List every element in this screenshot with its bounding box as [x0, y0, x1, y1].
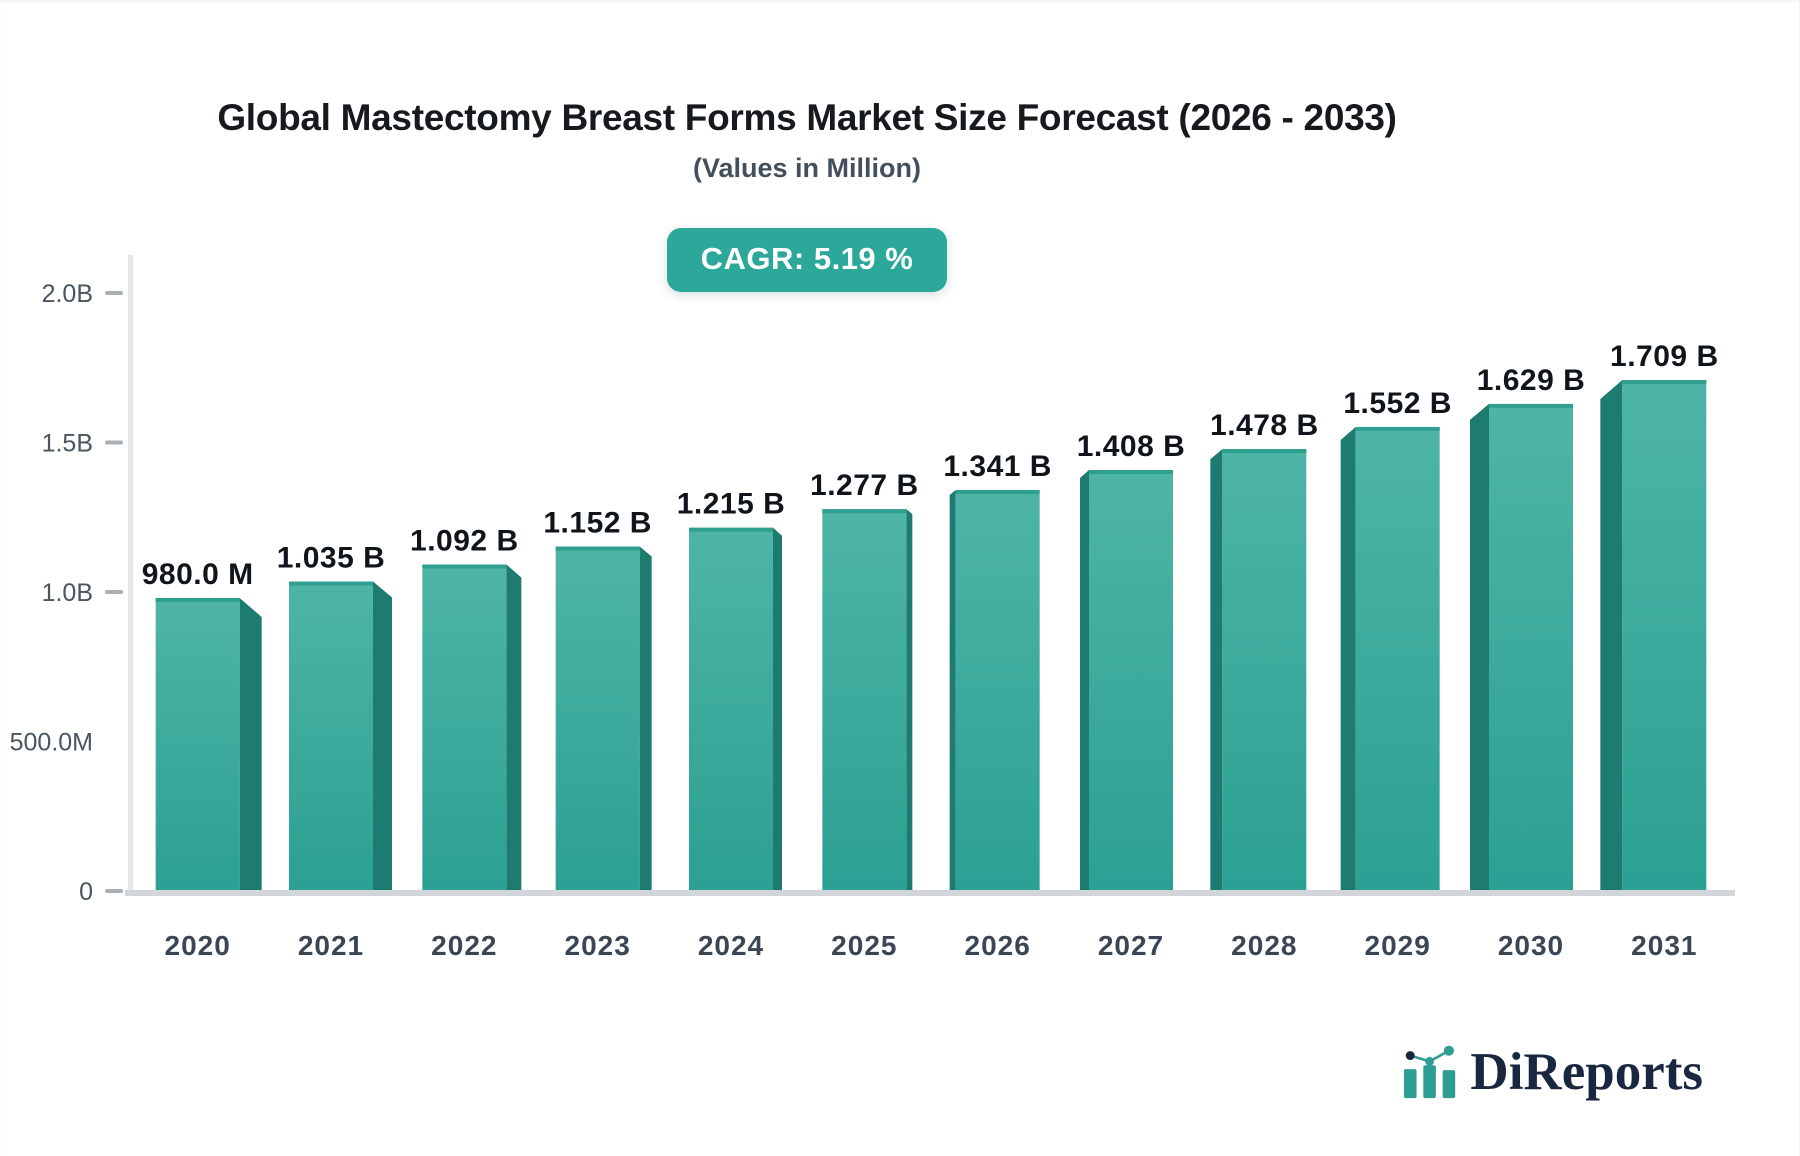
y-tick-label: 0: [79, 878, 93, 906]
bar-group-2024: 1.215 B 2024: [677, 488, 786, 961]
chart-header: Global Mastectomy Breast Forms Market Si…: [1, 3, 1613, 292]
bar-top-edge: [1222, 449, 1307, 454]
x-tick-label: 2020: [165, 930, 231, 961]
chart-title: Global Mastectomy Breast Forms Market Si…: [217, 97, 1397, 138]
bar-front-face: [955, 490, 1040, 891]
bar-value-label: 980.0 M: [142, 558, 254, 591]
bar-side-face: [373, 581, 392, 891]
y-axis-line: [128, 255, 133, 895]
bar-value-label: 1.035 B: [277, 542, 386, 575]
bar-front-face: [155, 597, 240, 891]
bar-side-face: [1210, 449, 1223, 891]
y-tick-dash: [105, 291, 123, 295]
bar-front-face: [289, 581, 373, 891]
logo-trend-line: [1406, 1045, 1455, 1066]
y-tick-label: 2.0B: [42, 280, 93, 308]
x-axis-baseline: [125, 890, 1735, 896]
bar-front-face: [1089, 470, 1173, 891]
bar-side-face: [639, 546, 652, 891]
bar-side-face: [1080, 470, 1089, 891]
y-tick-dash: [105, 889, 123, 893]
bar-group-2027: 1.408 B 2027: [1077, 430, 1186, 961]
chart-subtitle: (Values in Million): [692, 153, 922, 183]
bar-side-face: [906, 509, 913, 891]
y-tick-label: 1.0B: [42, 579, 93, 607]
bar-front-face: [422, 564, 507, 891]
bar-top-edge: [1355, 426, 1440, 431]
bar-front-face: [1355, 426, 1440, 891]
bar-top-edge: [822, 509, 907, 514]
bar-group-2022: 1.092 B 2022: [410, 524, 522, 961]
bar-top-edge: [555, 546, 640, 551]
bar-value-label: 1.092 B: [410, 524, 519, 557]
direports-logo-text: DiReports: [1470, 1043, 1703, 1101]
x-tick-label: 2021: [298, 930, 364, 961]
bar-value-label: 1.152 B: [543, 507, 652, 540]
bar-group-2028: 1.478 B 2028: [1210, 409, 1319, 961]
cagr-badge-text: CAGR: 5.19 %: [700, 241, 914, 276]
x-tick-label: 2026: [965, 930, 1031, 961]
bar-front-face: [1622, 380, 1707, 891]
x-tick-label: 2025: [831, 930, 897, 961]
bar-top-edge: [955, 490, 1040, 495]
chart-svg: 2.0B 1.5B 1.0B 500.0M 0 980.0 M 2020 1.035 B 202…: [10, 255, 1735, 961]
bar-front-face: [822, 509, 907, 891]
bar-value-label: 1.277 B: [810, 469, 919, 502]
bar-front-face: [555, 546, 640, 891]
x-tick-label: 2028: [1231, 930, 1297, 961]
x-tick-label: 2022: [431, 930, 497, 961]
y-tick-label: 1.5B: [42, 430, 93, 458]
bar-top-edge: [422, 564, 507, 569]
bar-side-face: [1470, 403, 1489, 891]
y-tick-dash: [105, 590, 123, 594]
bar-top-edge: [1489, 403, 1573, 408]
bar-top-edge: [689, 527, 773, 532]
bar-top-edge: [155, 597, 240, 602]
bar-value-label: 1.408 B: [1077, 430, 1186, 463]
bar-side-face: [1600, 380, 1623, 891]
bar-side-face: [773, 527, 782, 891]
bar-front-face: [1222, 449, 1307, 891]
x-tick-label: 2024: [698, 930, 764, 961]
bar-value-label: 1.552 B: [1343, 387, 1452, 420]
bar-top-edge: [289, 581, 373, 586]
bar-side-face: [239, 597, 262, 891]
direports-logo: DiReports: [1403, 1042, 1703, 1102]
bar-side-face: [506, 564, 522, 891]
bar-group-2031: 1.709 B 2031: [1600, 340, 1718, 961]
bar-value-label: 1.478 B: [1210, 409, 1319, 442]
bar-group-2023: 1.152 B 2023: [543, 507, 652, 961]
x-tick-label: 2023: [565, 930, 631, 961]
bar-top-edge: [1622, 380, 1707, 385]
bar-value-label: 1.215 B: [677, 488, 786, 521]
x-tick-label: 2029: [1365, 930, 1431, 961]
bar-group-2026: 1.341 B 2026: [943, 450, 1052, 961]
x-tick-label: 2031: [1631, 930, 1697, 961]
bar-group-2025: 1.277 B 2025: [810, 469, 919, 961]
bar-group-2021: 1.035 B 2021: [277, 542, 392, 961]
bar-front-face: [689, 527, 773, 891]
bar-side-face: [949, 490, 956, 891]
bar-group-2030: 1.629 B 2030: [1470, 364, 1585, 961]
y-tick-label: 500.0M: [10, 729, 93, 757]
bar-value-label: 1.629 B: [1477, 364, 1586, 397]
bar-side-face: [1340, 426, 1356, 891]
logo-mini-bars: [1404, 1065, 1456, 1099]
bar-front-face: [1489, 403, 1573, 891]
y-tick-dash: [105, 440, 123, 445]
x-tick-label: 2027: [1098, 930, 1164, 961]
bar-group-2020: 980.0 M 2020: [142, 558, 262, 961]
bar-group-2029: 1.552 B 2029: [1340, 387, 1452, 961]
bar-top-edge: [1089, 470, 1173, 475]
cagr-badge: CAGR: 5.19 %: [666, 228, 948, 292]
bar-value-label: 1.341 B: [943, 450, 1052, 483]
x-tick-label: 2030: [1498, 930, 1564, 961]
direports-logo-icon: [1404, 1045, 1456, 1099]
bar-value-label: 1.709 B: [1610, 340, 1719, 373]
